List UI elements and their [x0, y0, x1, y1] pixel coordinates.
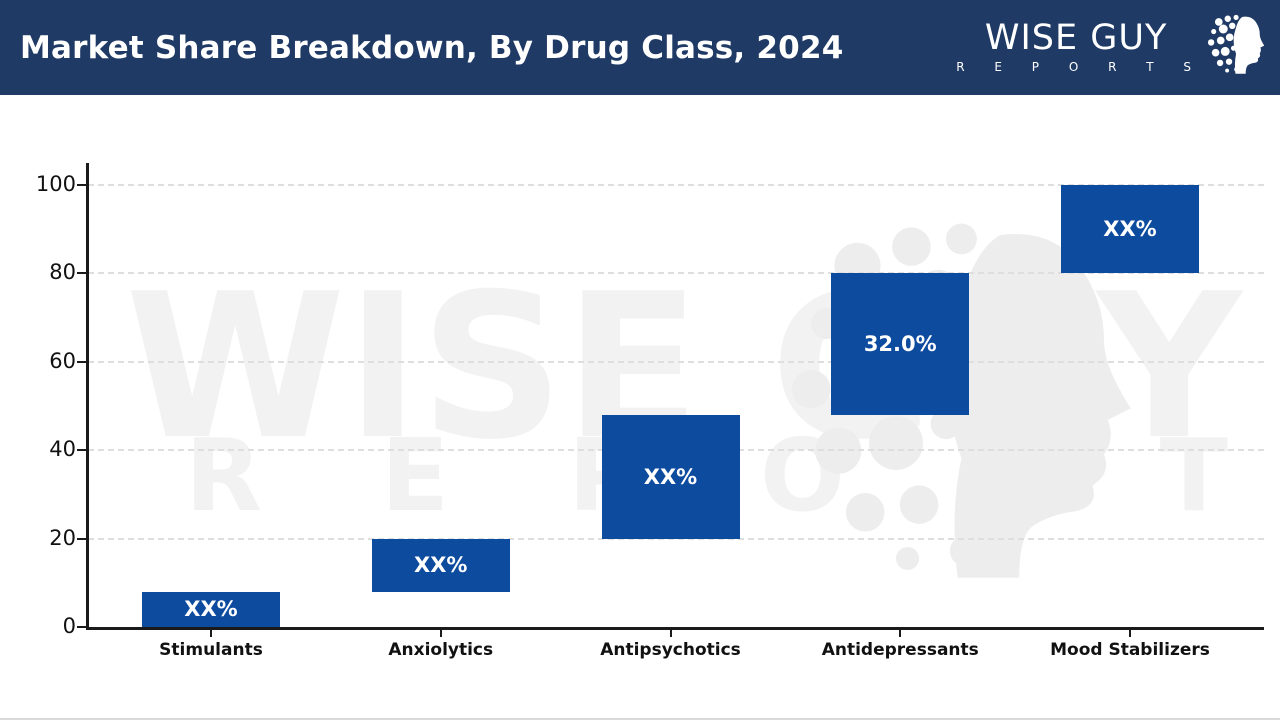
page-title: Market Share Breakdown, By Drug Class, 2… [20, 29, 844, 66]
wise-guy-logo: WISE GUY R E P O R T S [948, 6, 1270, 84]
bar-value-label: XX% [414, 553, 468, 578]
x-tick-label: Antipsychotics [600, 640, 741, 660]
y-tick-label: 100 [35, 172, 76, 196]
x-tick-label: Anxiolytics [388, 640, 494, 660]
y-gridline [88, 184, 1264, 186]
header: Market Share Breakdown, By Drug Class, 2… [0, 0, 1280, 95]
x-tick-mark [439, 629, 442, 637]
logo-subtitle: R E P O R T S [956, 59, 1204, 74]
y-gridline [88, 272, 1264, 275]
y-tick-mark [77, 537, 86, 540]
y-tick-label: 60 [49, 348, 76, 373]
bar-value-label: XX% [184, 597, 238, 622]
bar-segment: 32.0% [831, 273, 970, 415]
y-tick-mark [77, 360, 86, 363]
x-tick-mark [1129, 629, 1131, 637]
y-tick-label: 20 [49, 525, 76, 550]
logo-text: WISE GUY R E P O R T S [948, 20, 1204, 74]
y-tick-label: 0 [62, 614, 76, 638]
y-tick-label: 80 [49, 260, 76, 285]
logo-wordmark: WISE GUY [984, 18, 1168, 58]
y-tick-mark [77, 272, 86, 275]
x-tick-label: Mood Stabilizers [1050, 640, 1210, 660]
bottom-border [0, 718, 1280, 720]
y-tick-label: 40 [49, 437, 76, 462]
bar-value-label: XX% [643, 464, 698, 489]
bar-value-label: 32.0% [863, 332, 937, 357]
x-tick-mark [210, 629, 212, 637]
x-tick-label: Antidepressants [821, 640, 979, 660]
y-tick-mark [77, 184, 86, 186]
y-tick-mark [77, 626, 86, 628]
bar-segment: XX% [142, 591, 280, 627]
y-gridline [88, 360, 1264, 363]
bar-value-label: XX% [1103, 217, 1157, 242]
y-gridline [88, 537, 1264, 540]
x-axis-line [86, 627, 1264, 630]
x-tick-mark [669, 629, 672, 637]
y-axis-line [86, 163, 89, 629]
bar-segment: XX% [1061, 185, 1199, 274]
bar-segment: XX% [371, 538, 510, 592]
logo-face-icon [1207, 14, 1265, 74]
y-tick-mark [77, 449, 86, 452]
x-tick-label: Stimulants [159, 640, 263, 660]
bar-segment: XX% [601, 414, 740, 539]
x-tick-mark [899, 629, 902, 637]
